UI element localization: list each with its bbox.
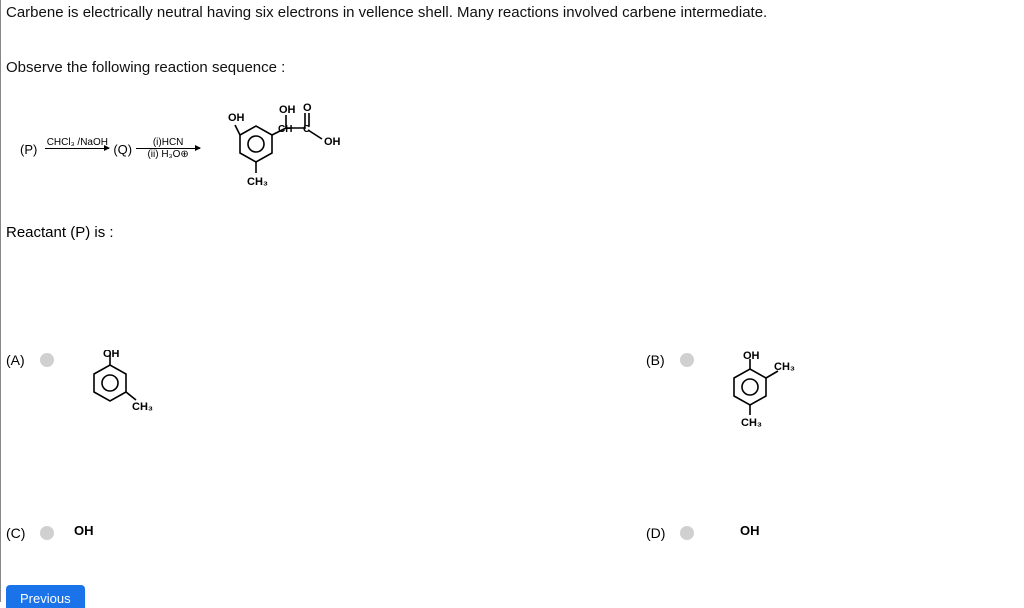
option-c-label: (C) xyxy=(6,523,40,541)
option-d-text: OH xyxy=(740,523,760,538)
option-d[interactable]: (D) OH xyxy=(646,523,760,541)
option-b-label: (B) xyxy=(646,350,680,368)
radio-d[interactable] xyxy=(680,526,694,540)
previous-button[interactable]: Previous xyxy=(6,585,85,608)
option-b-structure: OH CH₃ CH₃ xyxy=(714,350,804,440)
observe-text: Observe the following reaction sequence … xyxy=(6,59,1024,76)
arrow1-reagent: CHCl₃ /NaOH xyxy=(47,138,108,148)
svg-text:CH₃: CH₃ xyxy=(132,401,153,413)
svg-text:CH₃: CH₃ xyxy=(774,361,795,373)
svg-text:CH₃: CH₃ xyxy=(741,417,762,429)
intermediate-q-label: (Q) xyxy=(113,142,132,157)
option-d-label: (D) xyxy=(646,523,680,541)
answer-options: (A) OH CH₃ (B) xyxy=(6,350,1018,541)
svg-text:OH: OH xyxy=(103,350,120,360)
arrow-1: CHCl₃ /NaOH xyxy=(45,138,109,160)
option-c[interactable]: (C) OH xyxy=(6,523,646,541)
svg-text:C: C xyxy=(303,124,310,135)
svg-text:CH: CH xyxy=(278,124,292,135)
reaction-sequence: (P) CHCl₃ /NaOH (Q) (i)HCN (ii) H₃O⊕ xyxy=(20,104,1024,194)
svg-text:O: O xyxy=(303,102,312,114)
svg-text:OH: OH xyxy=(279,104,296,116)
option-a[interactable]: (A) OH CH₃ xyxy=(6,350,646,445)
svg-text:OH: OH xyxy=(324,136,341,148)
arrow-2: (i)HCN (ii) H₃O⊕ xyxy=(136,138,200,160)
svg-text:CH₃: CH₃ xyxy=(247,176,268,188)
option-b[interactable]: (B) OH CH₃ CH₃ xyxy=(646,350,804,445)
option-a-structure: OH CH₃ xyxy=(74,350,154,426)
option-a-label: (A) xyxy=(6,350,40,368)
arrow2-reagent-bot: (ii) H₃O⊕ xyxy=(147,149,188,160)
reactant-p-label: (P) xyxy=(20,142,37,157)
svg-text:OH: OH xyxy=(228,112,245,124)
option-c-text: OH xyxy=(74,523,94,538)
product-structure: OH OH O OH CH C CH₃ xyxy=(208,101,358,197)
intro-text: Carbene is electrically neutral having s… xyxy=(6,4,1024,21)
radio-b[interactable] xyxy=(680,353,694,367)
reactant-question: Reactant (P) is : xyxy=(6,224,1024,241)
radio-a[interactable] xyxy=(40,353,54,367)
radio-c[interactable] xyxy=(40,526,54,540)
arrow2-reagent-top: (i)HCN xyxy=(153,138,184,148)
svg-text:OH: OH xyxy=(743,350,760,362)
